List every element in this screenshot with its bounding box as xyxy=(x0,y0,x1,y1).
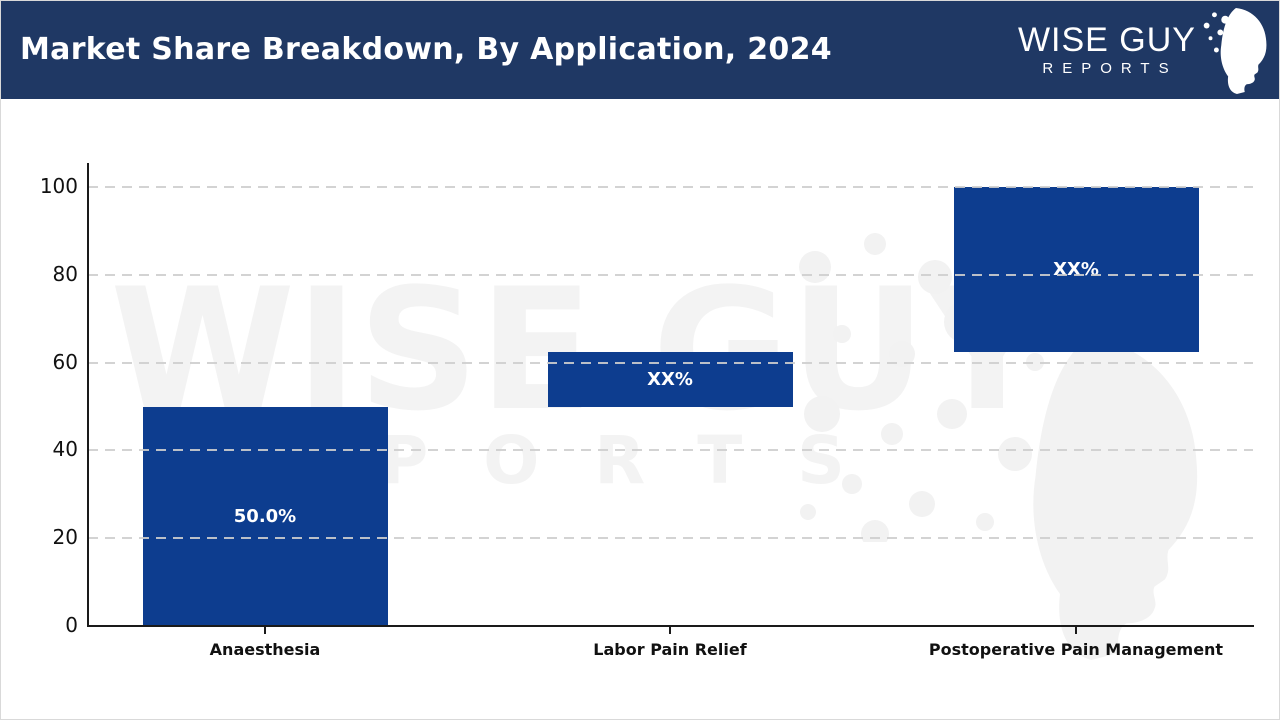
bar-value-label: XX% xyxy=(1053,258,1099,280)
gridline-60 xyxy=(88,361,1253,364)
logo-head-icon xyxy=(1203,7,1267,94)
logo-wordmark: WISE GUY xyxy=(1017,21,1196,60)
x-category-label: Anaesthesia xyxy=(209,640,321,659)
page-title: Market Share Breakdown, By Application, … xyxy=(20,32,832,67)
logo-text: WISE GUY REPORTS xyxy=(1017,21,1196,77)
gridline-40 xyxy=(88,449,1253,452)
bar-value-label: 50.0% xyxy=(233,505,297,527)
bar-value-label: XX% xyxy=(647,368,693,390)
logo-subtext: REPORTS xyxy=(1042,59,1178,77)
x-axis-line xyxy=(87,625,1254,627)
bar-segment-1: 50.0% xyxy=(142,406,388,626)
gridline-80 xyxy=(88,273,1253,276)
y-tick-label: 40 xyxy=(52,437,78,462)
wise-guy-logo: WISE GUY REPORTS xyxy=(1018,6,1270,94)
gridline-20 xyxy=(88,537,1253,540)
x-category-label: Labor Pain Relief xyxy=(593,640,747,659)
y-tick-label: 0 xyxy=(65,613,78,637)
header-bar: Market Share Breakdown, By Application, … xyxy=(0,0,1280,99)
bar-segment-2: XX% xyxy=(547,351,793,407)
x-category-label: Postoperative Pain Management xyxy=(928,640,1224,659)
x-tick-mark xyxy=(669,627,671,634)
y-tick-label: 100 xyxy=(39,174,78,198)
x-tick-mark xyxy=(264,627,266,634)
watermark-head-icon xyxy=(1033,337,1198,660)
x-tick-mark xyxy=(1075,627,1077,634)
y-tick-label: 60 xyxy=(52,349,78,374)
y-axis-line xyxy=(87,163,89,626)
bar-segment-3: XX% xyxy=(953,187,1199,352)
y-tick-label: 20 xyxy=(52,525,78,550)
gridline-100 xyxy=(88,186,1253,188)
y-tick-label: 80 xyxy=(52,261,78,286)
